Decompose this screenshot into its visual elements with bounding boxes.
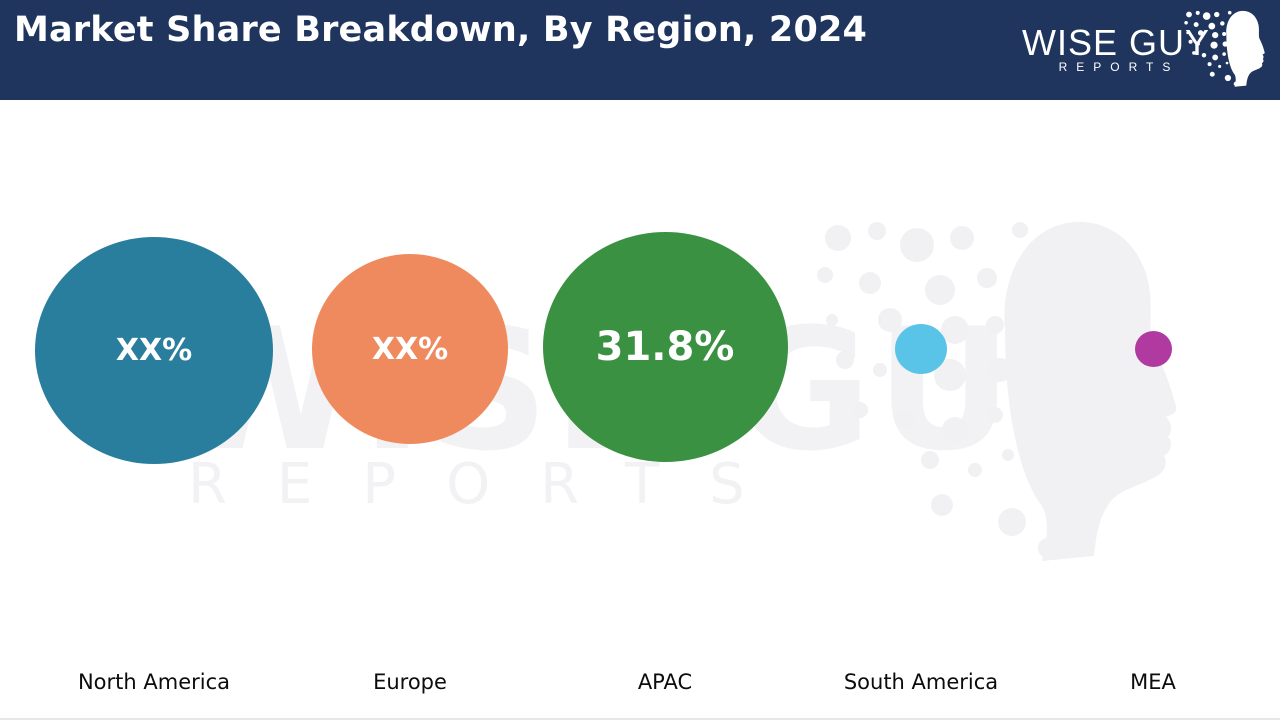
bubble-south-america [895, 324, 947, 374]
category-label-mea: MEA [1130, 670, 1176, 694]
bubble-value-north-america: XX% [115, 332, 193, 368]
watermark-face-graphic [780, 200, 1200, 580]
logo-subtitle: REPORTS [1058, 60, 1180, 75]
logo-wordmark: WISE GUY [1021, 21, 1210, 63]
category-label-europe: Europe [373, 670, 447, 694]
bubble-north-america: XX% [35, 236, 273, 464]
bubble-value-apac: 31.8% [595, 324, 735, 370]
header-banner: Market Share Breakdown, By Region, 2024 … [0, 0, 1280, 100]
category-label-apac: APAC [637, 670, 693, 694]
page-title: Market Share Breakdown, By Region, 2024 [14, 10, 868, 50]
bottom-divider [0, 718, 1280, 720]
category-label-north-america: North America [77, 670, 231, 694]
bubble-mea [1134, 331, 1172, 367]
wiseguy-logo: WISE GUY REPORTS [1022, 6, 1270, 91]
logo-text: WISE GUY REPORTS [1022, 23, 1210, 75]
bubble-europe: XX% [312, 254, 508, 444]
category-label-south-america: South America [843, 670, 999, 694]
wiseguy-face-icon [1176, 6, 1270, 91]
bubble-apac: 31.8% [542, 232, 788, 462]
bubble-value-europe: XX% [371, 331, 449, 367]
watermark-subtitle: REPORTS [188, 452, 795, 517]
